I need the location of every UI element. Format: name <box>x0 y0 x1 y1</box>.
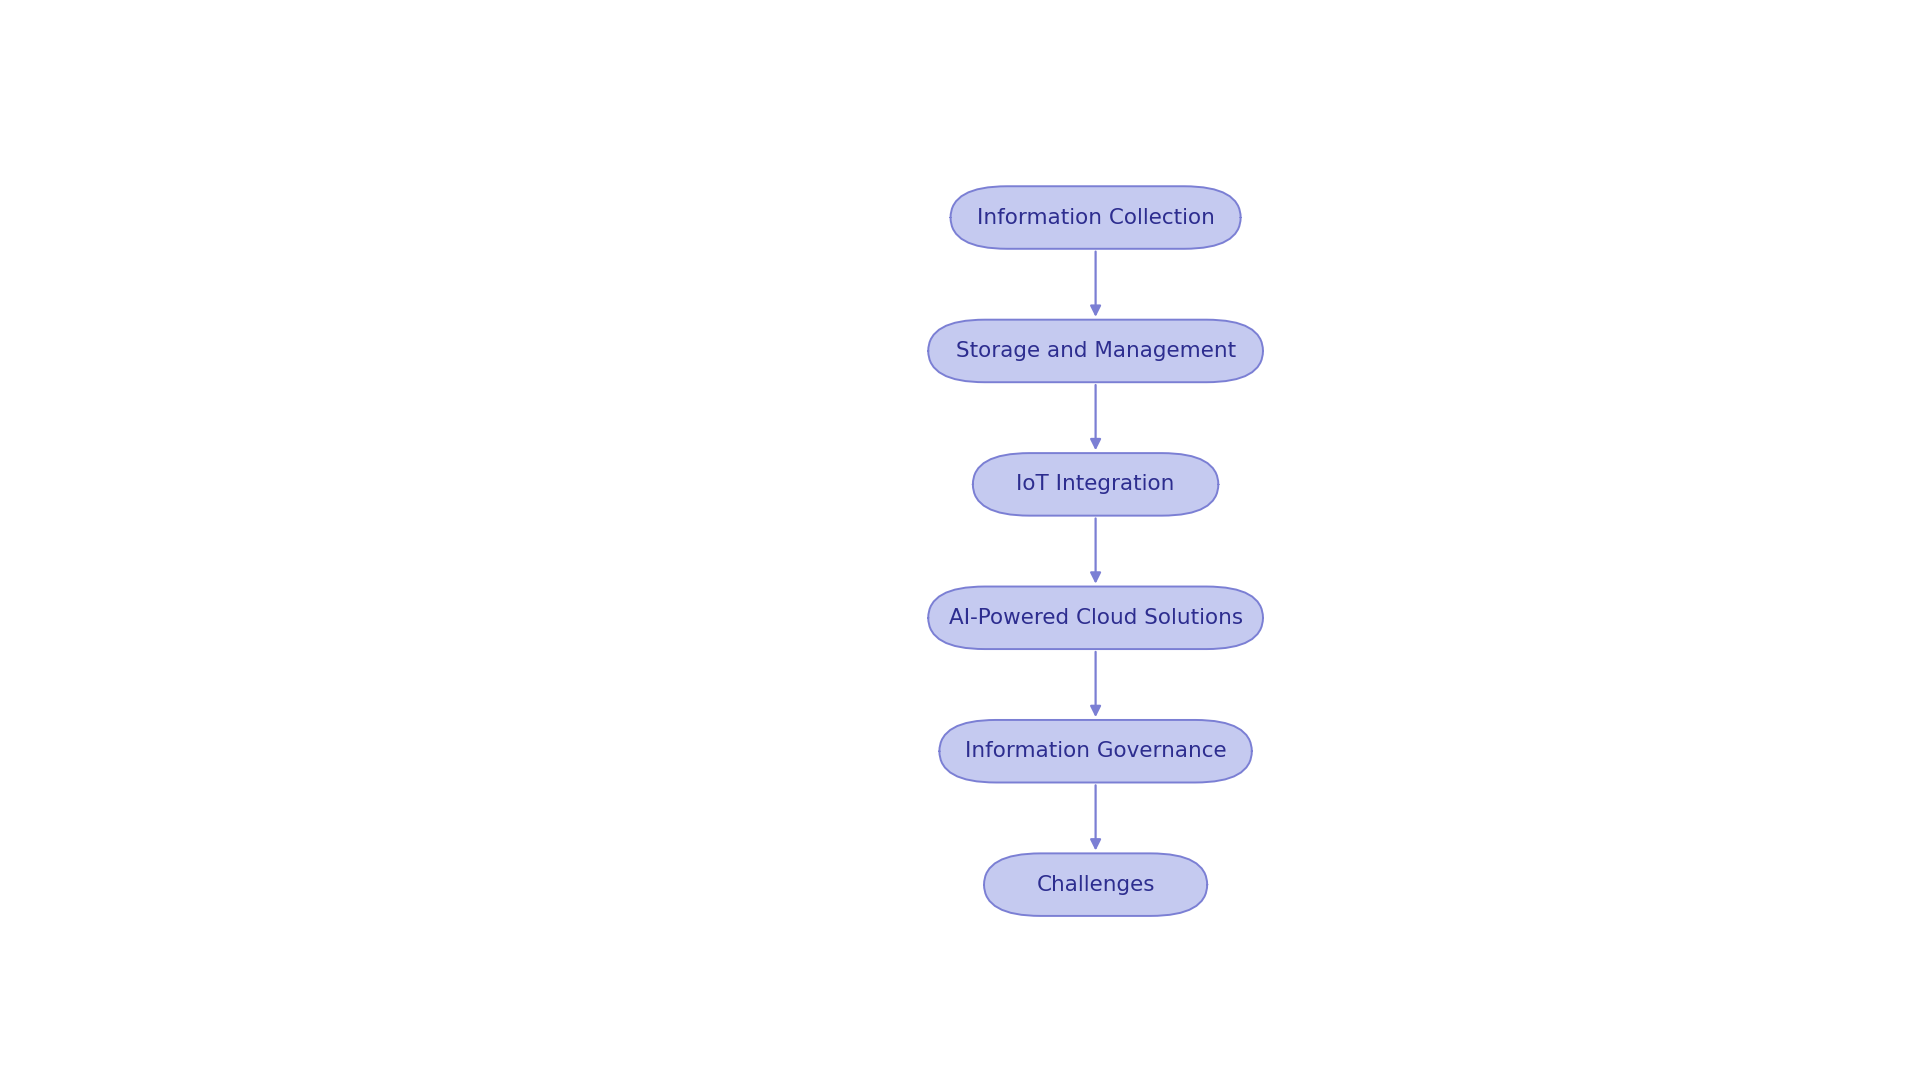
Text: AI-Powered Cloud Solutions: AI-Powered Cloud Solutions <box>948 608 1242 628</box>
Text: IoT Integration: IoT Integration <box>1016 474 1175 494</box>
FancyBboxPatch shape <box>950 186 1240 249</box>
Text: Challenges: Challenges <box>1037 875 1154 895</box>
FancyBboxPatch shape <box>927 587 1263 649</box>
FancyBboxPatch shape <box>927 319 1263 382</box>
FancyBboxPatch shape <box>973 453 1219 516</box>
Text: Information Governance: Information Governance <box>964 741 1227 761</box>
Text: Storage and Management: Storage and Management <box>956 341 1236 361</box>
FancyBboxPatch shape <box>983 853 1208 916</box>
FancyBboxPatch shape <box>939 720 1252 783</box>
Text: Information Collection: Information Collection <box>977 208 1215 227</box>
